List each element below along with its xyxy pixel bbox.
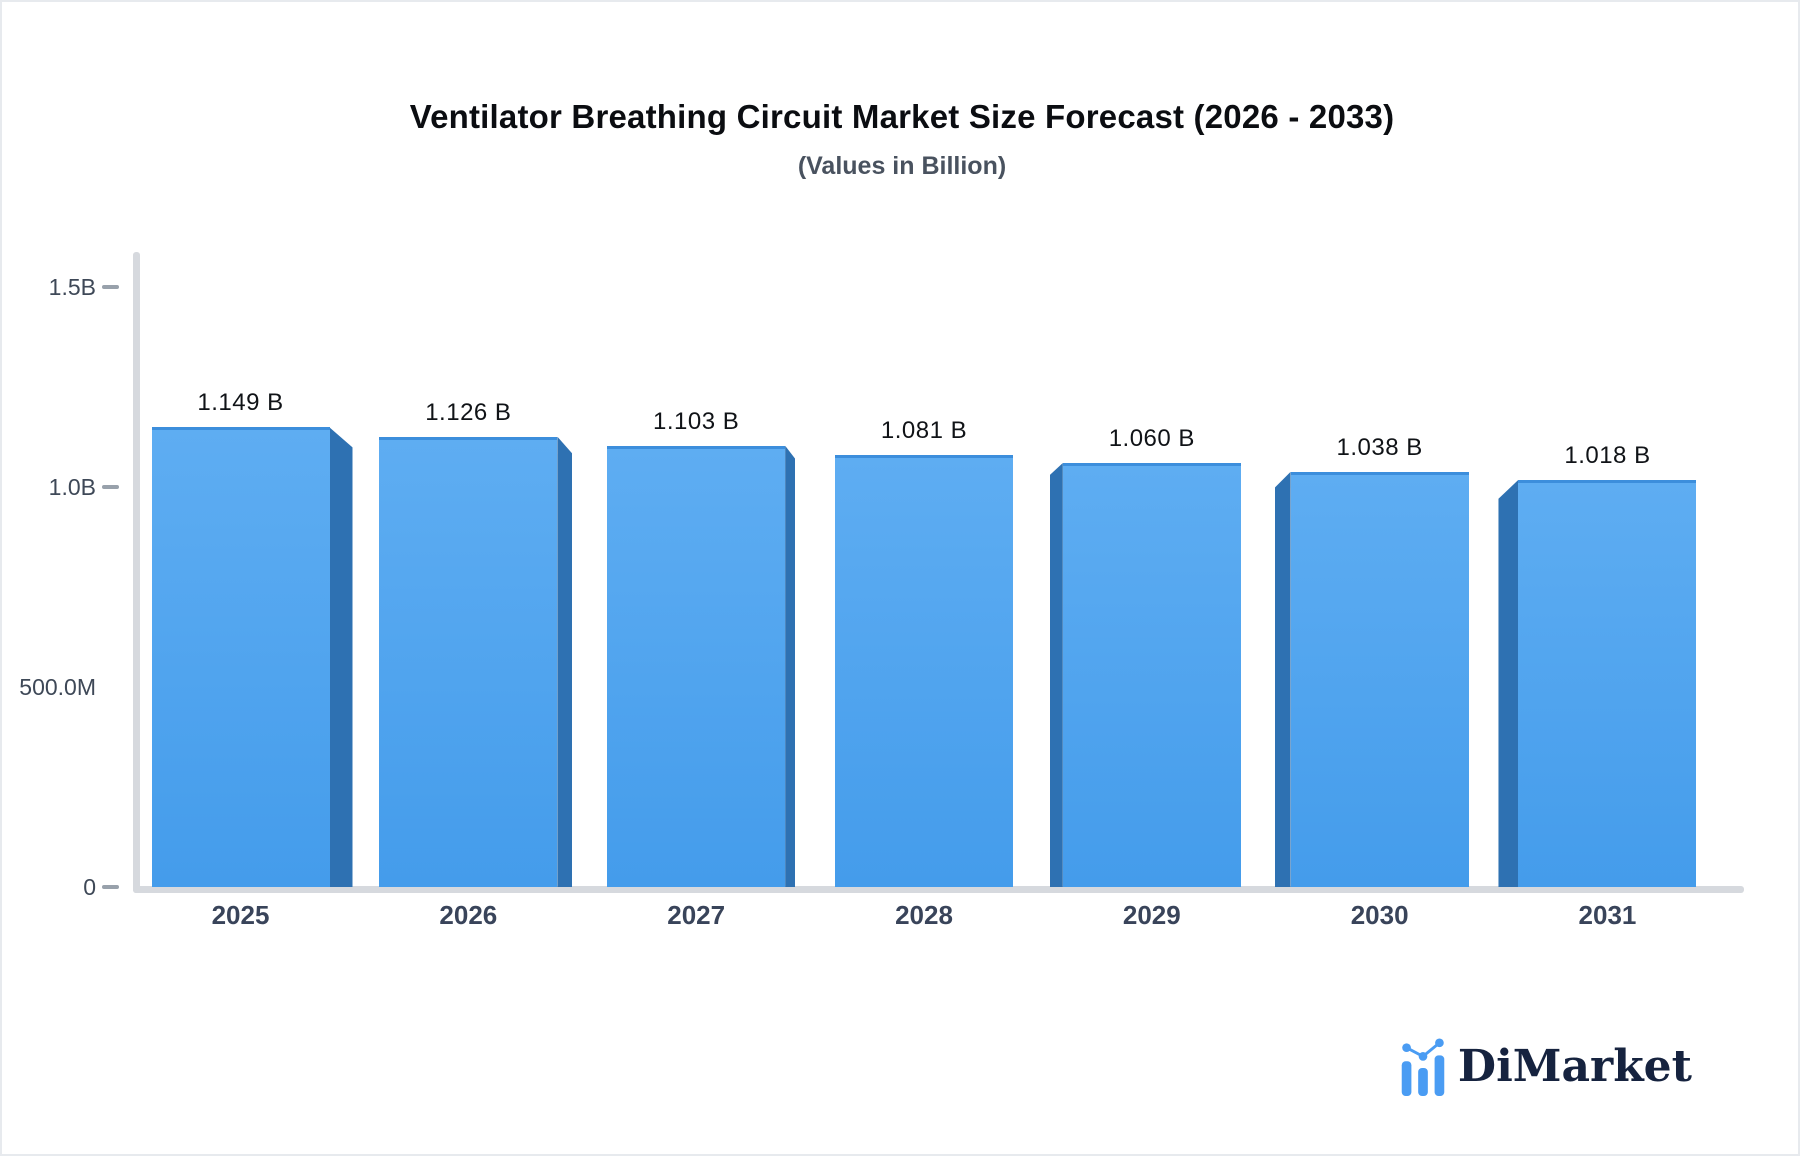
y-axis-label: 500.0M (19, 674, 96, 700)
chart-title: Ventilator Breathing Circuit Market Size… (409, 98, 1395, 135)
chart-subtitle: (Values in Billion) (797, 152, 1007, 180)
x-axis-label: 2029 (1122, 900, 1181, 930)
bar-front-face (1062, 463, 1241, 887)
bar-front-face (1290, 471, 1469, 887)
x-axis-label: 2025 (211, 900, 270, 930)
x-axis-label: 2027 (667, 900, 726, 930)
bar-side-face (557, 436, 573, 887)
x-axis-baseline (133, 886, 1744, 893)
bar-side-face (329, 427, 353, 887)
y-axis-line (133, 252, 140, 893)
x-axis-label: 2028 (895, 900, 953, 930)
bar-value-label: 1.038 B (1336, 433, 1423, 461)
x-axis-label: 2030 (1350, 900, 1409, 930)
x-axis-label: 2031 (1578, 900, 1637, 930)
bar-side-face (1498, 479, 1519, 887)
y-axis-tick (102, 285, 119, 289)
dimarket-logo-text: DiMarket (1457, 1041, 1692, 1092)
bar-front-face (607, 445, 786, 887)
bar-value-label: 1.018 B (1564, 441, 1651, 469)
bar-front-face (151, 427, 330, 887)
y-axis-label: 0 (83, 874, 96, 900)
y-axis-label: 1.5B (48, 274, 96, 300)
y-axis-tick (102, 485, 119, 489)
bar-front-face (1518, 479, 1697, 887)
x-axis-label: 2026 (439, 900, 498, 930)
bar-value-label: 1.149 B (197, 389, 284, 417)
bar-value-label: 1.126 B (425, 398, 512, 426)
bar-value-label: 1.081 B (880, 416, 968, 444)
bar-line-chart-icon (1401, 1038, 1445, 1096)
dimarket-logo: DiMarket (1400, 1034, 1692, 1100)
y-axis-tick (102, 885, 119, 889)
bar-front-face (834, 454, 1013, 887)
bar-value-label: 1.060 B (1108, 425, 1195, 452)
bar-front-face (379, 436, 558, 887)
bar-side-face (1274, 471, 1291, 887)
bar-value-label: 1.103 B (653, 407, 740, 435)
y-axis-label: 1.0B (48, 474, 96, 500)
bar-side-face (1049, 463, 1063, 887)
bar-side-face (785, 445, 796, 887)
